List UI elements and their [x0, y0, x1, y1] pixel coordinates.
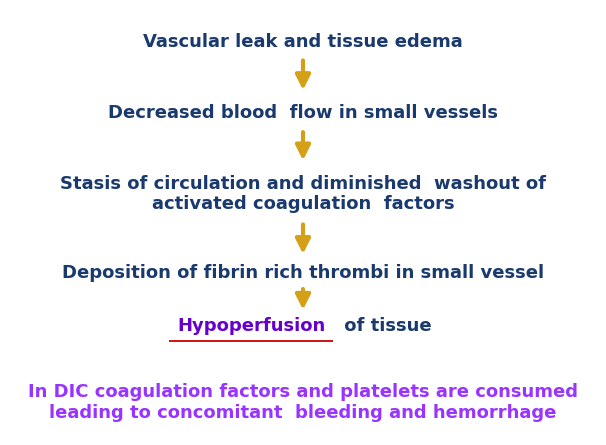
Text: In DIC coagulation factors and platelets are consumed
leading to concomitant  bl: In DIC coagulation factors and platelets… — [28, 383, 578, 422]
Text: Vascular leak and tissue edema: Vascular leak and tissue edema — [143, 33, 463, 51]
Text: Stasis of circulation and diminished  washout of
activated coagulation  factors: Stasis of circulation and diminished was… — [60, 174, 546, 213]
Text: of tissue: of tissue — [338, 317, 432, 335]
Text: Decreased blood  flow in small vessels: Decreased blood flow in small vessels — [108, 104, 498, 121]
Text: Hypoperfusion: Hypoperfusion — [177, 317, 325, 335]
Text: Deposition of fibrin rich thrombi in small vessel: Deposition of fibrin rich thrombi in sma… — [62, 264, 544, 282]
